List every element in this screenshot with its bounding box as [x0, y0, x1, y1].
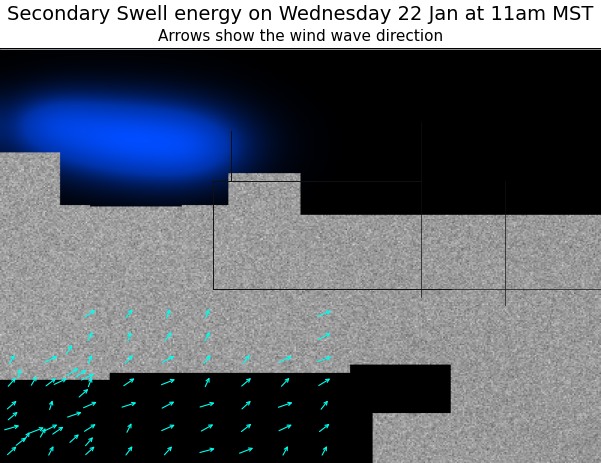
Text: Secondary Swell energy on Wednesday 22 Jan at 11am MST: Secondary Swell energy on Wednesday 22 J…	[7, 5, 594, 24]
Text: Arrows show the wind wave direction: Arrows show the wind wave direction	[158, 29, 443, 44]
